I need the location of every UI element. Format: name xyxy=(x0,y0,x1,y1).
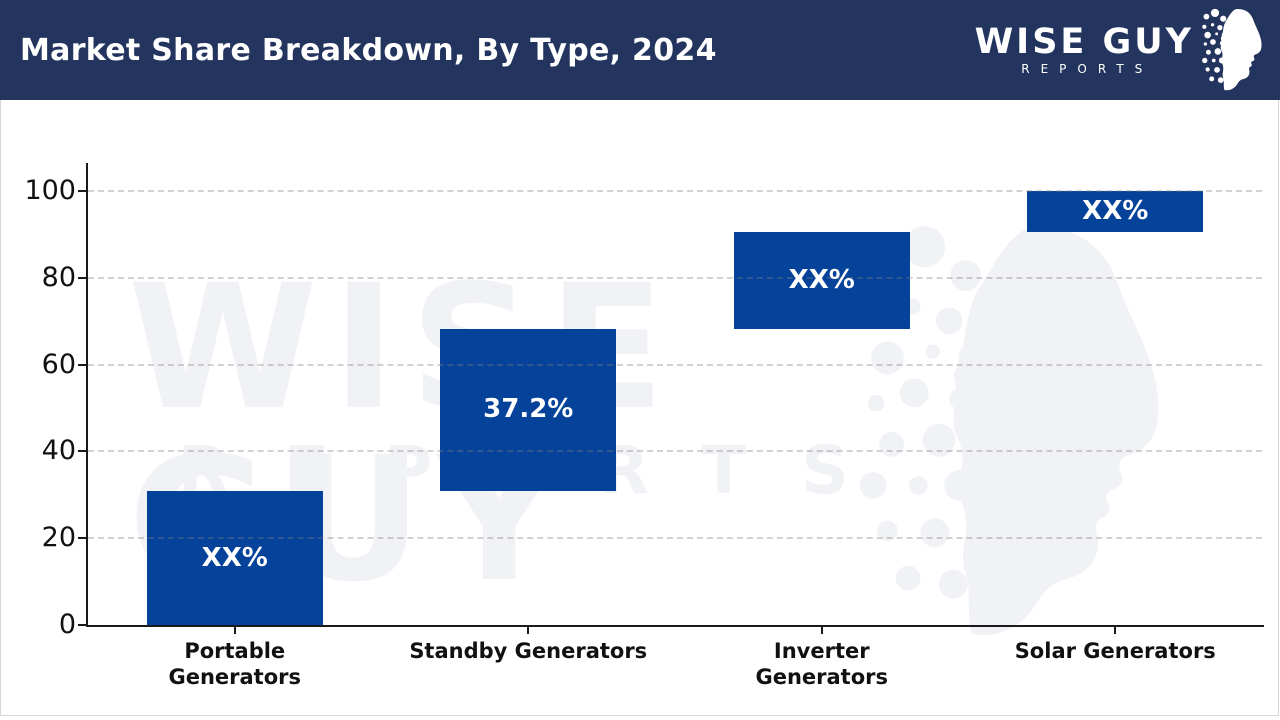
y-tick-label: 20 xyxy=(41,522,76,554)
y-tick-mark xyxy=(78,276,87,279)
x-category-label: Portable Generators xyxy=(168,639,302,690)
bar-value-label: XX% xyxy=(1082,196,1149,227)
bar-2 xyxy=(440,329,617,491)
y-tick-label: 100 xyxy=(24,175,76,207)
logo-wordmark: WISE GUY xyxy=(974,22,1194,63)
x-tick-mark xyxy=(820,625,823,634)
logo-subtitle: REPORTS xyxy=(1021,61,1154,76)
wise-guy-logo: WISE GUY REPORTS xyxy=(975,8,1266,92)
y-tick-label: 0 xyxy=(58,609,76,640)
bar-4 xyxy=(1027,191,1204,232)
gridline-80 xyxy=(88,276,1262,279)
logo-text: WISE GUY REPORTS xyxy=(975,24,1194,76)
y-tick-label: 40 xyxy=(41,435,76,467)
gridline-100 xyxy=(88,190,1262,193)
y-tick-mark xyxy=(78,363,87,366)
x-tick-mark xyxy=(233,625,236,634)
gridline-20 xyxy=(88,537,1262,540)
y-tick-mark xyxy=(78,190,87,193)
x-category-label: Solar Generators xyxy=(1014,639,1216,663)
gridline-60 xyxy=(88,363,1262,366)
bar-value-label: 37.2% xyxy=(483,394,574,425)
chart-title: Market Share Breakdown, By Type, 2024 xyxy=(20,32,717,68)
y-tick-mark xyxy=(78,624,87,626)
y-tick-mark xyxy=(78,450,87,453)
bar-value-label: XX% xyxy=(788,264,855,295)
gridline-40 xyxy=(88,450,1262,453)
x-category-label: Inverter Generators xyxy=(755,639,889,690)
x-category-label: Standby Generators xyxy=(409,639,648,663)
y-tick-label: 60 xyxy=(41,348,76,380)
logo-face-icon xyxy=(1202,8,1262,91)
y-axis-line xyxy=(86,163,88,627)
y-tick-label: 80 xyxy=(41,261,76,293)
y-tick-mark xyxy=(78,537,87,540)
x-tick-mark xyxy=(527,625,530,634)
bar-value-label: XX% xyxy=(201,542,268,573)
x-axis-line xyxy=(86,625,1264,627)
plot-area: XX% 37.2% XX% XX% xyxy=(88,163,1262,634)
bar-1 xyxy=(146,490,323,625)
x-tick-mark xyxy=(1114,625,1117,634)
header-bar: Market Share Breakdown, By Type, 2024 WI… xyxy=(0,0,1280,100)
